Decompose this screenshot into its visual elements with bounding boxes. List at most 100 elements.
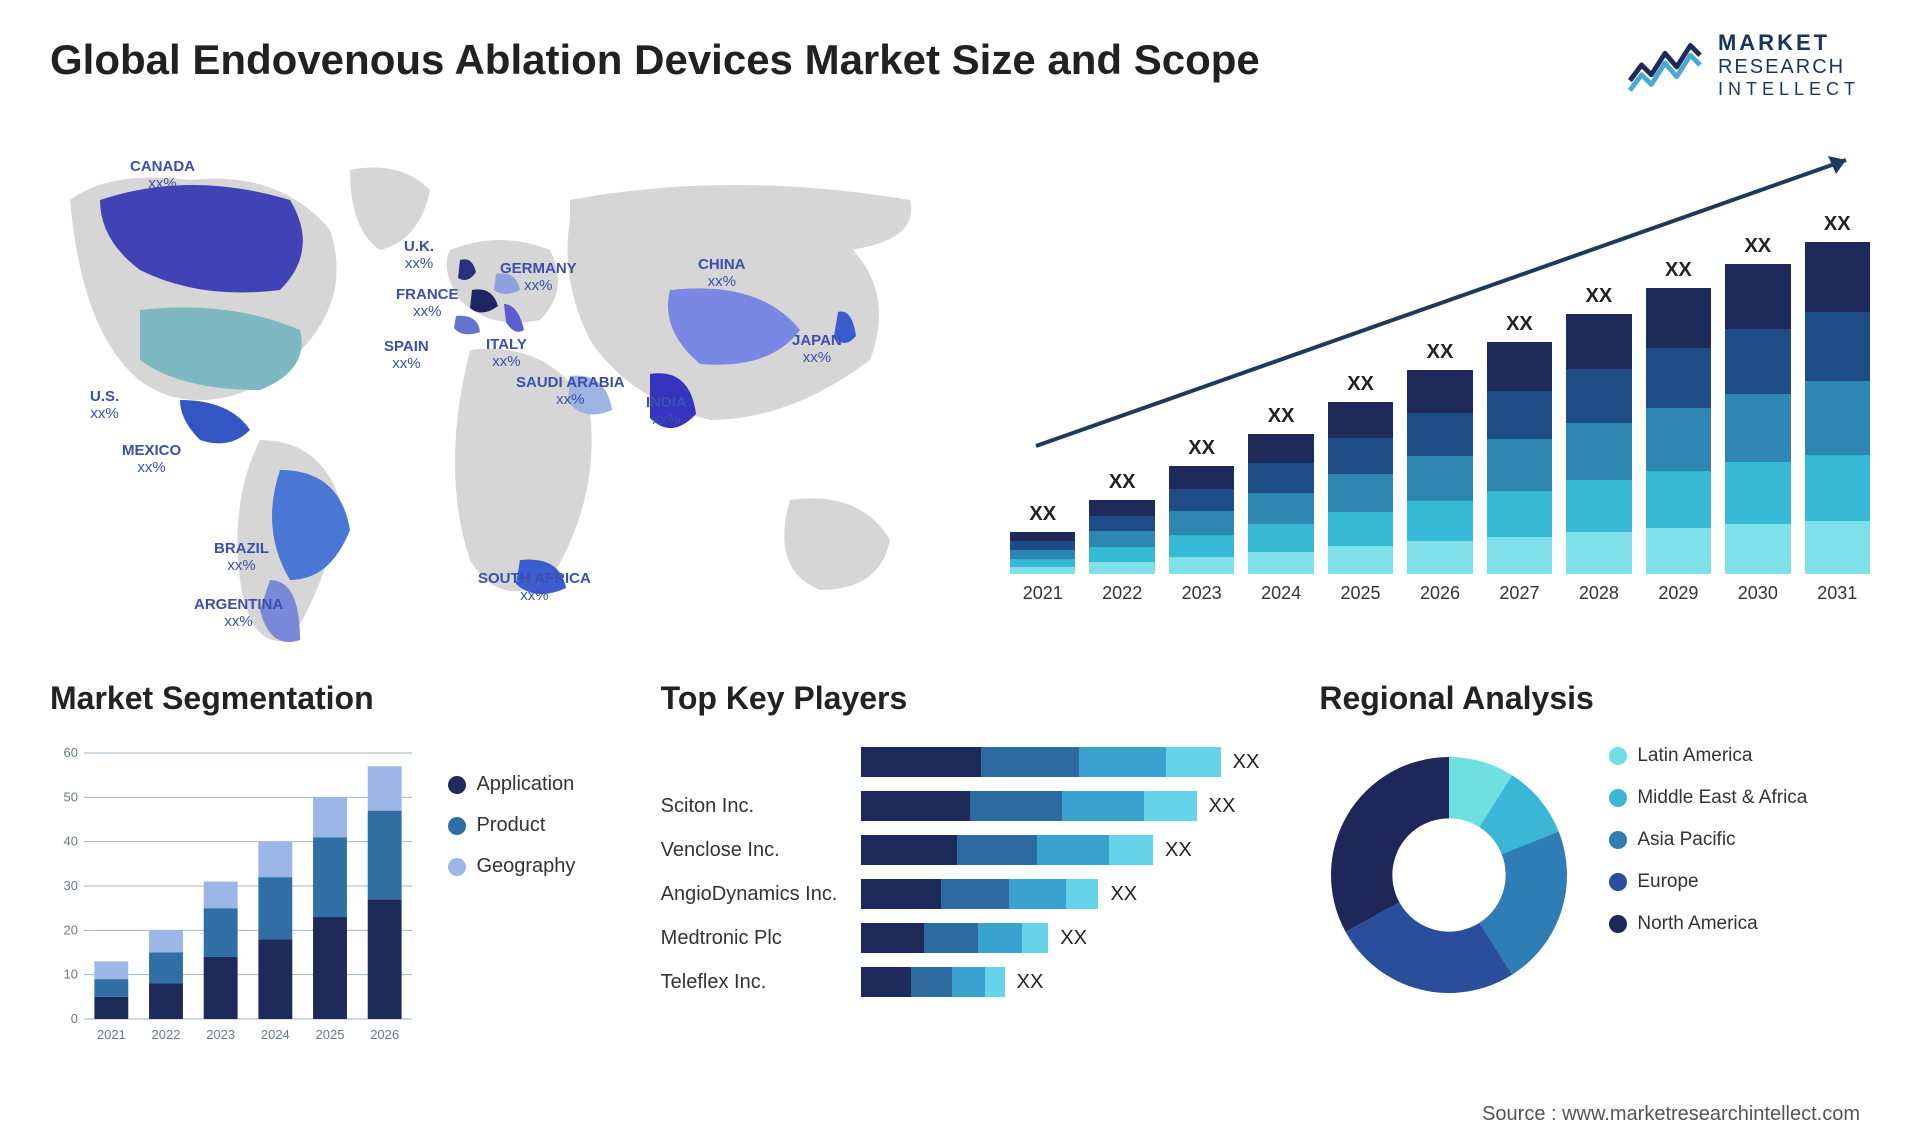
map-label-spain: SPAINxx% — [384, 338, 429, 373]
seg-bar-2021-application — [94, 997, 128, 1019]
player-name: Sciton Inc. — [661, 795, 861, 818]
map-label-japan: JAPANxx% — [792, 332, 842, 367]
seg-legend-geography: Geography — [448, 855, 575, 878]
map-label-canada: CANADAxx% — [130, 158, 195, 193]
player-value-label: XX — [1233, 751, 1260, 774]
map-label-u-k-: U.K.xx% — [404, 238, 434, 273]
growth-value-label: XX — [1010, 503, 1075, 526]
map-label-italy: ITALYxx% — [486, 336, 527, 371]
regional-panel: Regional Analysis Latin America Middle Ea… — [1319, 680, 1870, 1080]
regional-legend-north-america: North America — [1609, 913, 1807, 935]
world-map-panel: CANADAxx% U.S.xx%MEXICOxx% BRAZILxx% ARGENT… — [30, 140, 950, 660]
logo-text: MARKET RESEARCH INTELLECT — [1718, 30, 1860, 100]
map-label-u-s-: U.S.xx% — [90, 388, 119, 423]
map-country-brazil — [272, 470, 350, 580]
seg-bar-2022-product — [149, 953, 183, 984]
player-row: Medtronic Plc XX — [661, 921, 1260, 955]
segmentation-legend: ApplicationProductGeography — [448, 773, 575, 896]
svg-text:30: 30 — [64, 878, 78, 893]
svg-text:10: 10 — [64, 967, 78, 982]
logo-icon — [1626, 34, 1704, 96]
growth-bar-2022: XX2022 — [1089, 500, 1154, 574]
seg-bar-2024-product — [258, 877, 292, 939]
svg-text:2024: 2024 — [261, 1027, 290, 1042]
svg-text:60: 60 — [64, 745, 78, 760]
growth-year-label: 2030 — [1725, 583, 1790, 604]
regional-legend-europe: Europe — [1609, 871, 1807, 893]
player-row: Teleflex Inc.XX — [661, 965, 1260, 999]
growth-year-label: 2021 — [1010, 583, 1075, 604]
growth-year-label: 2023 — [1169, 583, 1234, 604]
donut-slice-north-america — [1331, 757, 1449, 932]
segmentation-panel: Market Segmentation 01020304050602021202… — [50, 680, 601, 1080]
map-label-saudi-arabia: SAUDI ARABIAxx% — [516, 374, 625, 409]
player-name: Medtronic Plc — [661, 927, 861, 950]
svg-text:40: 40 — [64, 834, 78, 849]
map-label-france: FRANCExx% — [396, 286, 459, 321]
player-row: Sciton Inc. XX — [661, 789, 1260, 823]
growth-year-label: 2022 — [1089, 583, 1154, 604]
player-row: XX — [661, 745, 1260, 779]
seg-bar-2022-application — [149, 984, 183, 1019]
map-label-mexico: MEXICOxx% — [122, 442, 181, 477]
regional-legend-asia-pacific: Asia Pacific — [1609, 829, 1807, 851]
player-row: AngioDynamics Inc. XX — [661, 877, 1260, 911]
map-label-china: CHINAxx% — [698, 256, 746, 291]
map-label-south-africa: SOUTH AFRICAxx% — [478, 570, 591, 605]
growth-year-label: 2031 — [1805, 583, 1870, 604]
svg-text:0: 0 — [71, 1011, 78, 1026]
svg-text:2025: 2025 — [316, 1027, 345, 1042]
logo-line2: RESEARCH — [1718, 56, 1860, 79]
segmentation-chart: 0 10 20 30 40 50 60 2021 2022 2023 2024 2025 2026 — [50, 745, 420, 1045]
seg-bar-2022-geography — [149, 930, 183, 952]
seg-bar-2021-product — [94, 979, 128, 997]
seg-bar-2024-geography — [258, 842, 292, 877]
player-value-label: XX — [1209, 795, 1236, 818]
svg-text:20: 20 — [64, 922, 78, 937]
player-value-label: XX — [1165, 839, 1192, 862]
svg-text:2023: 2023 — [206, 1027, 235, 1042]
growth-year-label: 2024 — [1248, 583, 1313, 604]
seg-bar-2023-geography — [204, 882, 238, 909]
regional-legend-latin-america: Latin America — [1609, 745, 1807, 767]
regional-donut — [1319, 745, 1579, 1005]
svg-text:2021: 2021 — [97, 1027, 126, 1042]
players-chart: XXSciton Inc.XXVenclose Inc.XXAngioDynam… — [661, 745, 1260, 1065]
seg-bar-2026-application — [368, 899, 402, 1019]
seg-bar-2026-geography — [368, 766, 402, 810]
players-panel: Top Key Players XXSciton Inc.XXVenclose … — [661, 680, 1260, 1080]
seg-bar-2021-geography — [94, 961, 128, 979]
seg-bar-2023-product — [204, 908, 238, 957]
regional-title: Regional Analysis — [1319, 680, 1870, 717]
player-row: Venclose Inc. XX — [661, 833, 1260, 867]
map-country-mexico — [180, 400, 250, 443]
seg-bar-2024-application — [258, 939, 292, 1019]
player-name: Venclose Inc. — [661, 839, 861, 862]
growth-chart: XX2021XX2022XX2023XX2024XX2025XX2026XX20… — [1010, 150, 1870, 610]
seg-bar-2026-product — [368, 811, 402, 900]
svg-text:2022: 2022 — [152, 1027, 181, 1042]
players-title: Top Key Players — [661, 680, 1260, 717]
logo-line1: MARKET — [1718, 30, 1860, 56]
page-title: Global Endovenous Ablation Devices Marke… — [50, 36, 1260, 84]
player-value-label: XX — [1110, 883, 1137, 906]
growth-bar-2021: XX2021 — [1010, 532, 1075, 574]
svg-text:2026: 2026 — [370, 1027, 399, 1042]
source-attribution: Source : www.marketresearchintellect.com — [1482, 1103, 1860, 1126]
regional-legend: Latin America Middle East & Africa Asia Pa… — [1609, 745, 1807, 955]
player-value-label: XX — [1017, 971, 1044, 994]
seg-bar-2025-application — [313, 917, 347, 1019]
seg-bar-2025-geography — [313, 797, 347, 837]
brand-logo: MARKET RESEARCH INTELLECT — [1626, 30, 1860, 100]
growth-bar-2023: XX2023 — [1169, 466, 1234, 574]
regional-legend-middle-east-africa: Middle East & Africa — [1609, 787, 1807, 809]
map-label-argentina: ARGENTINAxx% — [194, 596, 283, 631]
svg-text:50: 50 — [64, 789, 78, 804]
growth-arrow — [1016, 146, 1876, 466]
player-value-label: XX — [1060, 927, 1087, 950]
seg-legend-application: Application — [448, 773, 575, 796]
map-label-brazil: BRAZILxx% — [214, 540, 269, 575]
logo-line3: INTELLECT — [1718, 79, 1860, 100]
player-name: AngioDynamics Inc. — [661, 883, 861, 906]
growth-year-label: 2027 — [1487, 583, 1552, 604]
